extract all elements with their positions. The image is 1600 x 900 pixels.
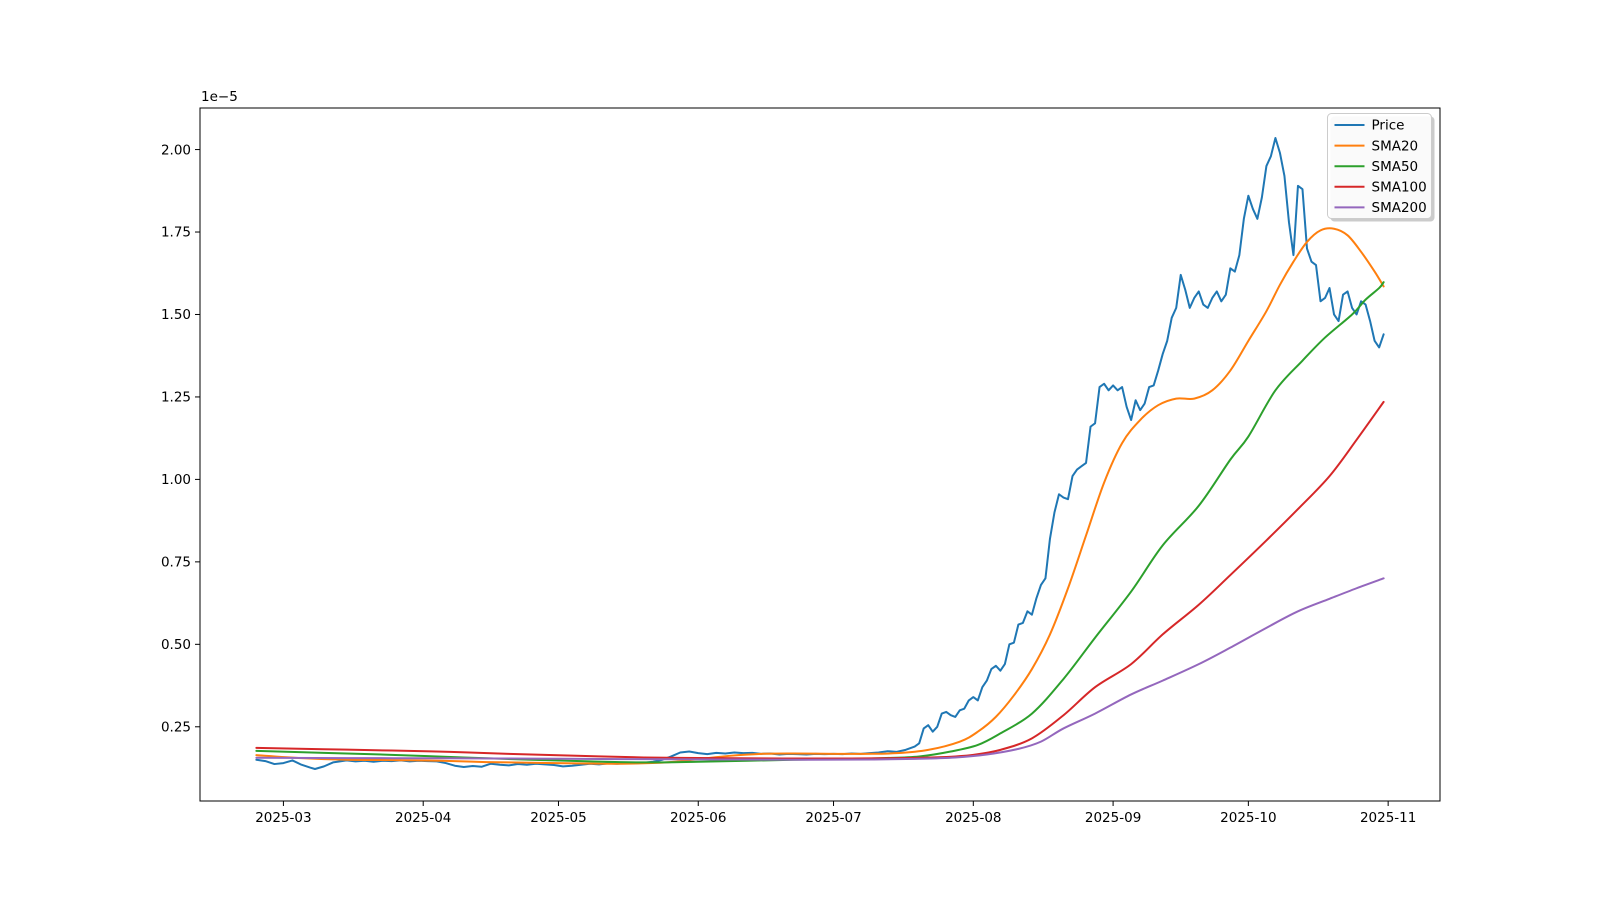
plot-border [199,107,1441,802]
x-tick-label: 2025-09 [1085,810,1141,826]
x-tick-label: 2025-10 [1220,810,1276,826]
series-line-sma100 [255,400,1385,760]
legend-label: SMA200 [1372,200,1427,216]
x-tick-label: 2025-08 [945,810,1001,826]
y-tick-label: 1.50 [161,307,191,323]
series-line-sma200 [255,577,1385,761]
y-tick-label: 1.25 [161,390,191,406]
y-tick-label: 0.50 [161,637,191,653]
x-tick-label: 2025-03 [255,810,311,826]
y-tick-label: 0.25 [161,719,191,735]
x-tick-label: 2025-04 [395,810,451,826]
series-line-sma20 [255,227,1385,765]
x-tick-label: 2025-05 [530,810,586,826]
x-tick-label: 2025-11 [1360,810,1416,826]
series-line-sma50 [255,281,1385,764]
y-tick-label: 0.75 [161,555,191,571]
legend-label: SMA50 [1372,159,1419,175]
x-tick-label: 2025-06 [670,810,726,826]
legend-label: Price [1372,118,1405,134]
legend-label: SMA20 [1372,138,1419,154]
x-axis-ticks: 2025-03 2025-04 2025-05 2025-06 2025-07 2025-… [255,801,1416,826]
x-tick-label: 2025-07 [805,810,861,826]
legend-frame [1327,113,1432,219]
y-axis-ticks: 0.25 0.50 0.75 1.00 1.25 1.50 1.75 2.00 [161,142,200,735]
y-axis-offset-label: 1e−5 [201,89,238,105]
series-line-price [255,137,1385,771]
y-tick-label: 1.00 [161,472,191,488]
y-tick-label: 1.75 [161,225,191,241]
legend: Price SMA20 SMA50 SMA100 SMA200 [1327,113,1435,222]
legend-label: SMA100 [1372,180,1427,196]
y-tick-label: 2.00 [161,142,191,158]
chart-series [255,137,1385,771]
